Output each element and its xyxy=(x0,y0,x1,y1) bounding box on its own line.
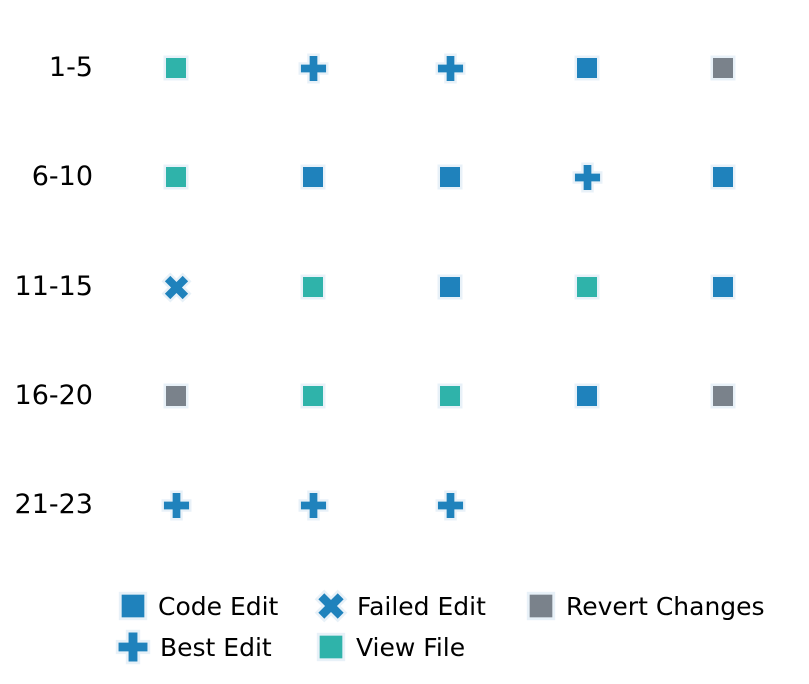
marker-best-edit xyxy=(434,489,467,522)
marker-view-file xyxy=(572,272,602,302)
legend-item-view-file: View File xyxy=(314,625,465,669)
legend-label: Failed Edit xyxy=(357,591,486,621)
marker-code-edit xyxy=(435,162,465,192)
marker-code-edit xyxy=(572,53,602,83)
marker-view-file xyxy=(161,162,191,192)
marker-code-edit xyxy=(435,272,465,302)
legend-item-failed-edit: Failed Edit xyxy=(313,584,486,628)
row-label: 11-15 xyxy=(14,271,93,302)
view-file-marker-icon xyxy=(314,630,348,664)
marker-failed-edit xyxy=(160,271,193,304)
marker-view-file xyxy=(435,381,465,411)
marker-view-file xyxy=(298,272,328,302)
marker-best-edit xyxy=(434,52,467,85)
marker-best-edit xyxy=(160,489,193,522)
legend-label: Revert Changes xyxy=(566,591,765,621)
marker-best-edit xyxy=(297,489,330,522)
marker-revert-changes xyxy=(161,381,191,411)
marker-revert-changes xyxy=(708,53,738,83)
row-label: 16-20 xyxy=(14,380,93,411)
marker-view-file xyxy=(161,53,191,83)
marker-code-edit xyxy=(708,162,738,192)
marker-view-file xyxy=(298,381,328,411)
best-edit-marker-icon xyxy=(114,628,152,666)
legend-label: View File xyxy=(356,632,466,662)
failed-edit-marker-icon xyxy=(313,588,349,624)
marker-revert-changes xyxy=(708,381,738,411)
marker-code-edit xyxy=(708,272,738,302)
marker-code-edit xyxy=(572,381,602,411)
row-label: 21-23 xyxy=(14,489,93,520)
row-label: 1-5 xyxy=(48,52,93,83)
code-edit-marker-icon xyxy=(116,589,150,623)
legend-item-revert-changes: Revert Changes xyxy=(524,584,765,628)
legend-label: Code Edit xyxy=(158,591,279,621)
revert-changes-marker-icon xyxy=(524,589,558,623)
legend-label: Best Edit xyxy=(160,632,272,662)
marker-code-edit xyxy=(298,162,328,192)
marker-best-edit xyxy=(297,52,330,85)
marker-best-edit xyxy=(571,161,604,194)
legend-item-best-edit: Best Edit xyxy=(114,625,272,669)
row-label: 6-10 xyxy=(31,161,93,192)
legend-item-code-edit: Code Edit xyxy=(116,584,278,628)
